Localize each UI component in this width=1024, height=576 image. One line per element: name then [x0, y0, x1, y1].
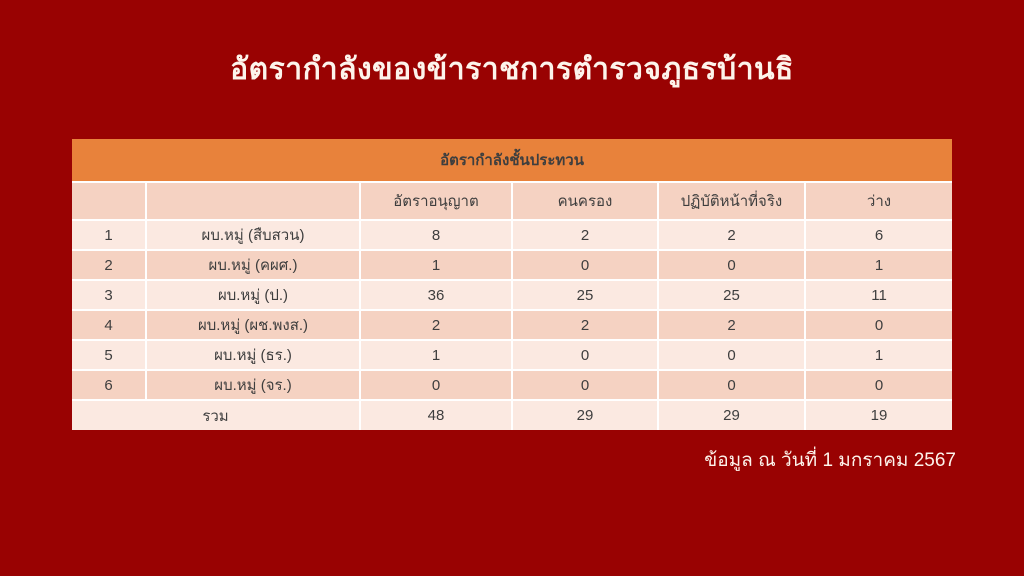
data-date-note: ข้อมูล ณ วันที่ 1 มกราคม 2567	[704, 450, 956, 471]
occupied-cell: 2	[511, 219, 659, 251]
table-banner-title: อัตรากำลังชั้นประทวน	[72, 139, 953, 183]
vacant-cell: 1	[803, 249, 953, 281]
total-vacant: 19	[803, 399, 953, 430]
position-cell: ผบ.หมู่ (ป.)	[145, 279, 361, 311]
table-row: 3 ผบ.หมู่ (ป.) 36 25 25 11	[72, 279, 953, 311]
table-row: 5 ผบ.หมู่ (ธร.) 1 0 0 1	[72, 339, 953, 371]
position-cell: ผบ.หมู่ (ธร.)	[145, 339, 361, 371]
table-banner-row: อัตรากำลังชั้นประทวน	[72, 139, 953, 183]
total-authorized: 48	[359, 399, 513, 430]
personnel-table-container: อัตรากำลังชั้นประทวน อัตราอนุญาต คนครอง …	[72, 139, 953, 430]
column-header-actual-duty: ปฏิบัติหน้าที่จริง	[657, 181, 806, 221]
occupied-cell: 0	[511, 249, 659, 281]
actual-duty-cell: 0	[657, 369, 806, 401]
row-number: 1	[72, 219, 147, 251]
column-header-index	[72, 181, 147, 221]
position-cell: ผบ.หมู่ (สืบสวน)	[145, 219, 361, 251]
authorized-cell: 8	[359, 219, 513, 251]
column-header-authorized: อัตราอนุญาต	[359, 181, 513, 221]
total-label: รวม	[72, 399, 361, 430]
row-number: 2	[72, 249, 147, 281]
vacant-cell: 11	[803, 279, 953, 311]
total-occupied: 29	[511, 399, 659, 430]
column-header-position	[145, 181, 361, 221]
actual-duty-cell: 25	[657, 279, 806, 311]
authorized-cell: 1	[359, 339, 513, 371]
authorized-cell: 2	[359, 309, 513, 341]
occupied-cell: 2	[511, 309, 659, 341]
total-row: รวม 48 29 29 19	[72, 399, 953, 430]
occupied-cell: 25	[511, 279, 659, 311]
occupied-cell: 0	[511, 339, 659, 371]
column-header-row: อัตราอนุญาต คนครอง ปฏิบัติหน้าที่จริง ว่…	[72, 181, 953, 221]
position-cell: ผบ.หมู่ (คผศ.)	[145, 249, 361, 281]
authorized-cell: 0	[359, 369, 513, 401]
authorized-cell: 1	[359, 249, 513, 281]
slide-title: อัตรากำลังของข้าราชการตำรวจภูธรบ้านธิ	[230, 53, 794, 86]
table-row: 2 ผบ.หมู่ (คผศ.) 1 0 0 1	[72, 249, 953, 281]
actual-duty-cell: 0	[657, 339, 806, 371]
row-number: 3	[72, 279, 147, 311]
row-number: 4	[72, 309, 147, 341]
table-row: 1 ผบ.หมู่ (สืบสวน) 8 2 2 6	[72, 219, 953, 251]
vacant-cell: 6	[803, 219, 953, 251]
table-row: 6 ผบ.หมู่ (จร.) 0 0 0 0	[72, 369, 953, 401]
vacant-cell: 0	[803, 309, 953, 341]
actual-duty-cell: 2	[657, 309, 806, 341]
column-header-occupied: คนครอง	[511, 181, 659, 221]
column-header-vacant: ว่าง	[803, 181, 953, 221]
row-number: 6	[72, 369, 147, 401]
position-cell: ผบ.หมู่ (ผช.พงส.)	[145, 309, 361, 341]
vacant-cell: 1	[803, 339, 953, 371]
total-actual-duty: 29	[657, 399, 806, 430]
table-row: 4 ผบ.หมู่ (ผช.พงส.) 2 2 2 0	[72, 309, 953, 341]
actual-duty-cell: 2	[657, 219, 806, 251]
actual-duty-cell: 0	[657, 249, 806, 281]
personnel-table: อัตรากำลังชั้นประทวน อัตราอนุญาต คนครอง …	[72, 139, 953, 430]
vacant-cell: 0	[803, 369, 953, 401]
row-number: 5	[72, 339, 147, 371]
authorized-cell: 36	[359, 279, 513, 311]
occupied-cell: 0	[511, 369, 659, 401]
position-cell: ผบ.หมู่ (จร.)	[145, 369, 361, 401]
